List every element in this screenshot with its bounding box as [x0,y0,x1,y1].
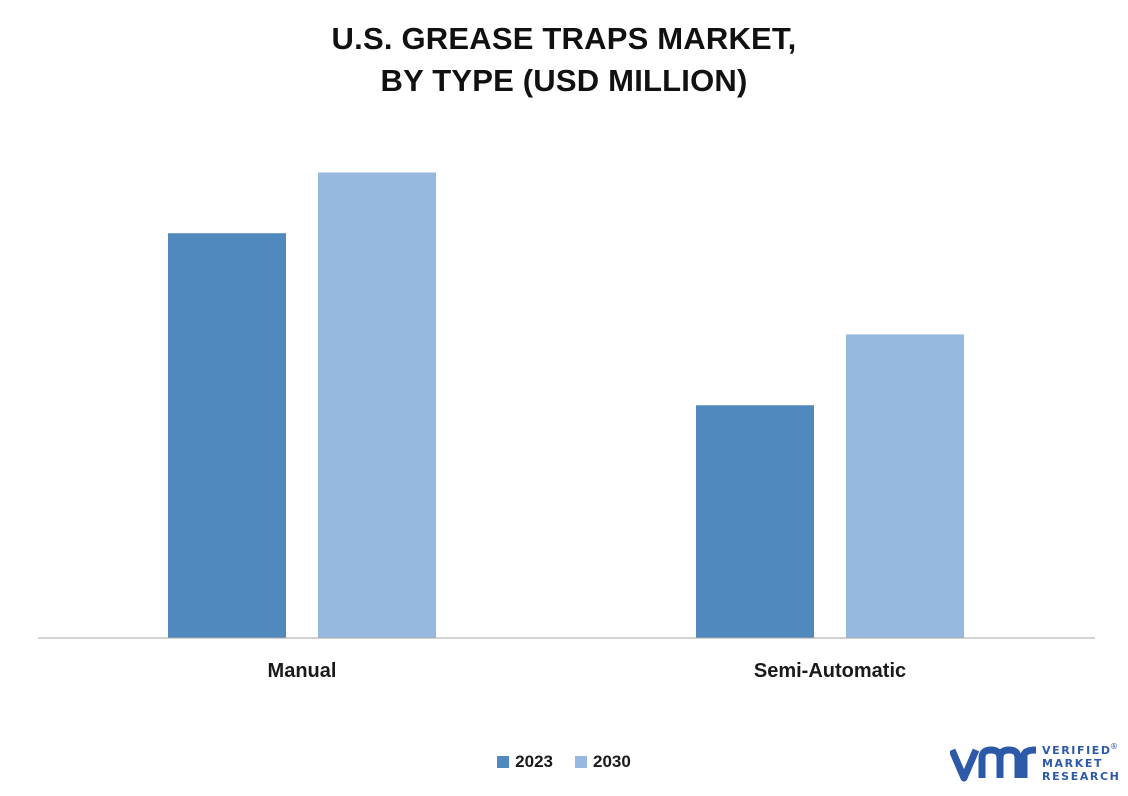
logo-line-3: RESEARCH [1042,770,1121,783]
legend-label-2023: 2023 [515,752,553,771]
chart-title: U.S. GREASE TRAPS MARKET, BY TYPE (USD M… [0,18,1128,102]
bar-manual-2030 [318,172,436,639]
vmr-logo: VERIFIED MARKET RESEARCH ® [950,742,1120,786]
chart-title-line-2: BY TYPE (USD MILLION) [380,63,748,98]
bars-group [168,172,964,639]
vmr-logo-icon [950,746,1037,782]
vmr-logo-text: VERIFIED MARKET RESEARCH [1042,744,1120,783]
x-tick-labels: Manual Semi-Automatic [268,660,907,682]
legend-swatch-2030 [575,756,587,768]
registered-mark: ® [1110,742,1118,751]
logo-line-1: VERIFIED [1042,744,1112,757]
chart-title-line-1: U.S. GREASE TRAPS MARKET, [331,21,797,56]
legend-item-2030: 2030 [575,752,631,772]
x-tick-label-manual: Manual [268,660,337,682]
legend: 2023 2030 [0,752,1128,772]
bar-semi-automatic-2030 [846,334,964,638]
legend-label-2030: 2030 [593,752,631,771]
bar-manual-2023 [168,233,286,638]
x-tick-label-semi-automatic: Semi-Automatic [754,660,906,682]
logo-line-2: MARKET [1042,757,1104,770]
legend-item-2023: 2023 [497,752,553,772]
bar-semi-automatic-2023 [696,405,814,638]
legend-swatch-2023 [497,756,510,768]
